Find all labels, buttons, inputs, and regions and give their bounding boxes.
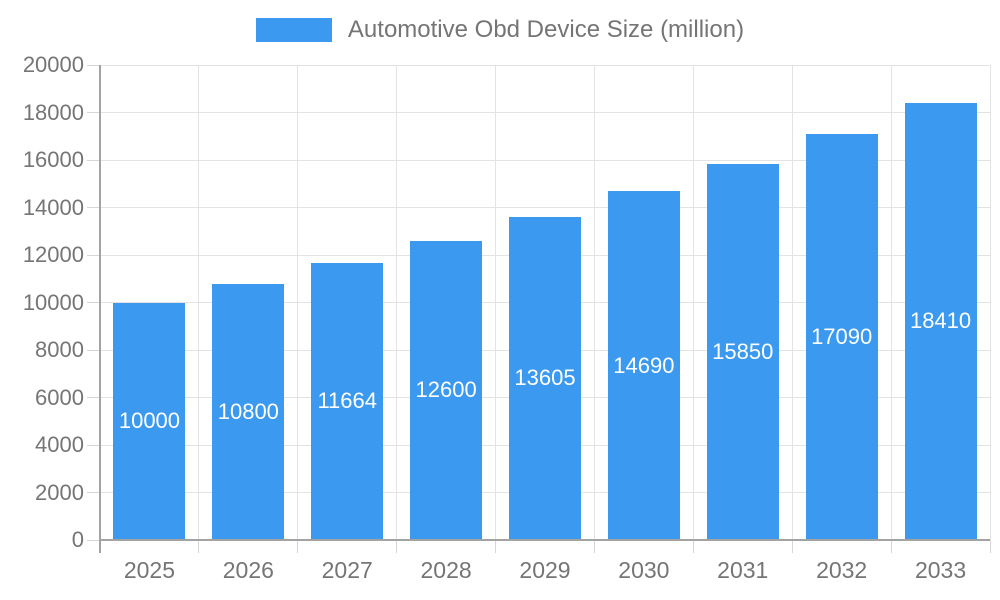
x-axis-line [99,539,990,541]
legend-label: Automotive Obd Device Size (million) [347,16,745,43]
y-axis-label: 6000 [35,384,84,410]
bar [509,216,581,540]
bar-value-label: 14690 [613,352,675,378]
y-axis-tick [87,159,100,161]
bar-value-label: 11664 [317,388,377,414]
y-axis-tick [87,302,100,303]
y-axis-tick [87,539,100,541]
y-axis-label: 14000 [22,194,84,220]
x-axis-tick [791,540,793,553]
y-axis-label: 20000 [22,52,84,77]
x-axis-tick [692,540,694,553]
x-gridline [198,65,200,540]
x-axis-tick [989,540,991,553]
y-axis-label: 10000 [22,289,84,315]
y-gridline [100,207,990,208]
bar [212,283,285,540]
x-gridline [890,65,892,540]
x-gridline [297,65,299,540]
x-axis-tick [198,540,200,553]
x-gridline [692,65,694,540]
legend-swatch [255,18,332,42]
y-axis-label: 4000 [35,432,84,457]
x-axis-label: 2031 [717,557,769,583]
y-axis-label: 18000 [22,99,84,125]
bar-value-label: 10800 [217,398,279,424]
x-axis-label: 2026 [222,557,274,583]
y-axis-tick [87,444,100,446]
y-axis-label: 2000 [35,479,84,505]
bar-value-label: 18410 [909,308,972,334]
x-axis-tick [396,540,398,553]
y-axis-tick [87,492,100,493]
x-gridline [396,65,398,540]
y-axis-line [99,65,101,553]
y-axis-label: 8000 [35,337,84,362]
bar [410,240,483,540]
x-axis-label: 2029 [519,557,571,583]
bar [311,262,384,540]
y-gridline [100,64,990,66]
chart-legend[interactable]: Automotive Obd Device Size (million) [0,12,1000,48]
x-gridline [495,65,497,540]
y-axis-tick [87,112,100,113]
x-axis-tick [890,540,892,553]
y-axis-tick [87,349,100,351]
y-axis-tick [87,397,100,398]
x-axis-label: 2028 [420,557,472,583]
bar-value-label: 17090 [811,324,873,350]
x-axis-tick [297,540,299,553]
y-axis-label: 16000 [22,147,84,172]
y-axis-tick [87,64,100,66]
x-gridline [593,65,595,540]
bar [113,302,186,540]
bar-value-label: 10000 [118,408,181,434]
x-axis-label: 2030 [618,557,670,583]
x-axis-label: 2027 [321,557,373,583]
x-axis-label: 2032 [816,557,868,583]
bar-value-label: 12600 [415,377,477,403]
x-axis-tick [495,540,497,553]
y-gridline [100,159,990,161]
x-axis-label: 2025 [123,557,176,583]
y-axis-tick [87,207,100,208]
x-gridline [989,65,991,540]
y-axis-tick [87,254,100,256]
bar-value-label: 15850 [712,338,774,364]
bar-value-label: 13605 [514,365,576,391]
y-axis-label: 12000 [22,242,84,267]
x-gridline [791,65,793,540]
bar [706,163,779,540]
bar [607,191,680,540]
y-axis-label: 0 [71,527,84,552]
bar [805,134,878,540]
x-axis-tick [593,540,595,553]
bar [904,102,977,540]
x-axis-label: 2033 [914,557,967,583]
y-gridline [100,112,990,113]
